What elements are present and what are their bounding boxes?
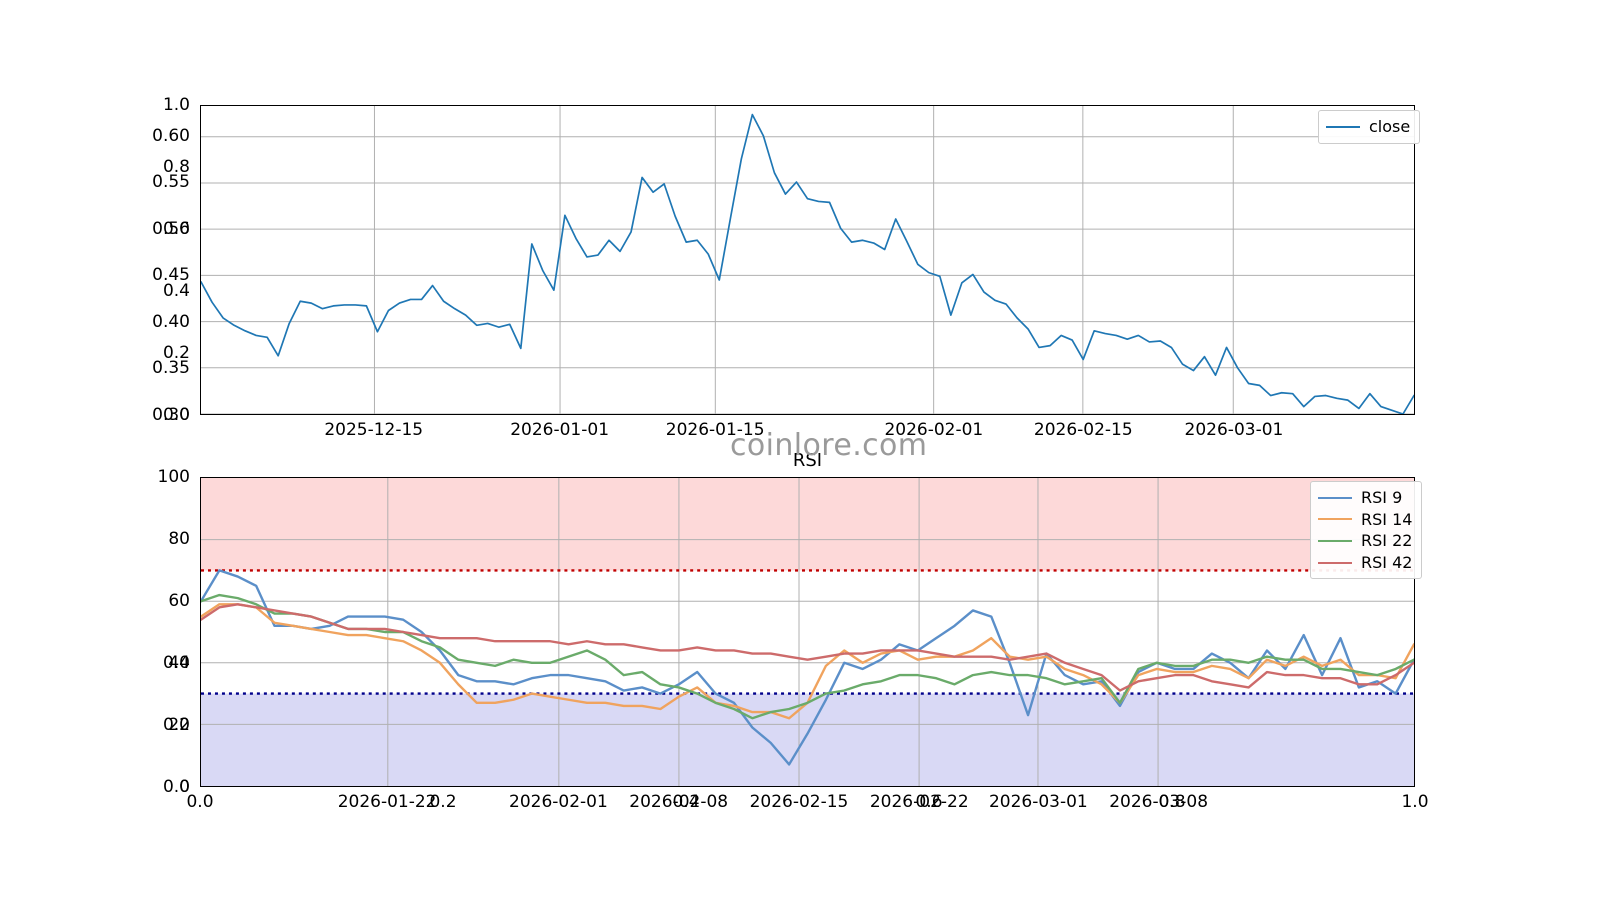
price-x-tick: 2026-01-01	[510, 420, 610, 440]
legend-label: RSI 22	[1361, 531, 1413, 551]
legend-color-swatch	[1318, 539, 1352, 542]
rsi-legend-item[interactable]: RSI 42	[1318, 552, 1412, 574]
rsi-y-tick: 80	[168, 529, 190, 549]
rsi-y-tick-secondary: 0.2	[162, 715, 190, 735]
rsi-x-tick-date: 2026-03-01	[988, 792, 1088, 812]
rsi-y-tick: 40	[168, 653, 190, 673]
rsi-line-3	[201, 603, 1414, 692]
rsi-oversold-band	[201, 693, 1414, 786]
rsi-x-tick-numeric: 0.2	[429, 792, 457, 812]
price-y-tick-secondary: 0.4	[162, 281, 190, 301]
rsi-x-tick-date: 2026-03-08	[1109, 792, 1209, 812]
price-y-tick: 0.50	[152, 218, 190, 239]
price-y-tick-secondary: 0.6	[162, 219, 190, 239]
rsi-chart-svg	[201, 478, 1414, 786]
legend-color-swatch	[1318, 561, 1352, 564]
rsi-x-tick-numeric: 0.4	[672, 792, 700, 812]
rsi-legend-item[interactable]: RSI 14	[1318, 509, 1412, 531]
price-y-tick-secondary: 0.2	[162, 343, 190, 363]
rsi-x-tick-numeric: 1.0	[1401, 792, 1429, 812]
price-x-tick: 2026-02-01	[884, 420, 984, 440]
price-y-tick: 0.45	[152, 265, 190, 286]
rsi-legend-item[interactable]: RSI 9	[1318, 487, 1412, 509]
rsi-line-0	[201, 569, 1414, 766]
rsi-y-tick: 20	[168, 715, 190, 735]
legend-label: close	[1369, 117, 1411, 136]
price-y-tick: 0.35	[152, 358, 190, 379]
rsi-y-tick: 0	[179, 777, 190, 797]
legend-color-swatch	[1326, 125, 1360, 128]
rsi-x-tick-date: 2026-01-22	[337, 792, 437, 812]
rsi-y-tick: 100	[157, 467, 190, 487]
rsi-x-tick-numeric: 0.0	[186, 792, 214, 812]
price-y-tick: 0.60	[152, 125, 190, 146]
price-y-tick: 0.55	[152, 172, 190, 193]
price-chart-plot	[200, 105, 1415, 415]
rsi-y-tick-secondary: 0.4	[162, 653, 190, 673]
price-y-tick: 0.40	[152, 311, 190, 332]
price-chart-legend: close	[1318, 110, 1421, 144]
legend-label: RSI 42	[1361, 552, 1413, 572]
price-x-tick: 2026-02-15	[1033, 420, 1133, 440]
rsi-x-tick-date: 2026-02-22	[869, 792, 969, 812]
price-close-line	[201, 113, 1414, 414]
rsi-overbought-band	[201, 478, 1414, 571]
rsi-legend-item[interactable]: RSI 22	[1318, 530, 1412, 552]
rsi-x-tick-numeric: 0.6	[915, 792, 943, 812]
price-chart-svg	[201, 106, 1414, 414]
price-legend-item[interactable]: close	[1326, 116, 1410, 138]
rsi-chart-legend: RSI 9 RSI 14 RSI 22 RSI 42	[1310, 481, 1423, 580]
legend-color-swatch	[1318, 496, 1352, 499]
legend-label: RSI 9	[1361, 488, 1403, 507]
legend-label: RSI 14	[1361, 509, 1413, 529]
price-y-tick-secondary: 0.8	[162, 157, 190, 177]
legend-color-swatch	[1318, 518, 1352, 521]
price-y-tick-secondary: 0.0	[162, 405, 190, 425]
rsi-x-tick-date: 2026-02-01	[509, 792, 608, 812]
rsi-chart-plot	[200, 477, 1415, 787]
rsi-x-tick-date: 2026-02-15	[749, 792, 849, 812]
rsi-y-tick: 60	[168, 591, 190, 611]
price-x-tick: 2025-12-15	[324, 420, 424, 440]
rsi-y-tick-secondary: 0.0	[162, 777, 190, 797]
price-y-tick: 0.30	[152, 405, 190, 425]
price-x-tick: 2026-03-01	[1184, 420, 1284, 440]
rsi-x-tick-date: 2026-02-08	[629, 792, 729, 812]
price-y-tick-secondary: 1.0	[162, 95, 190, 115]
rsi-x-tick-numeric: 0.8	[1158, 792, 1186, 812]
price-x-tick: 2026-01-15	[665, 420, 765, 440]
rsi-chart-title: RSI	[792, 450, 823, 471]
